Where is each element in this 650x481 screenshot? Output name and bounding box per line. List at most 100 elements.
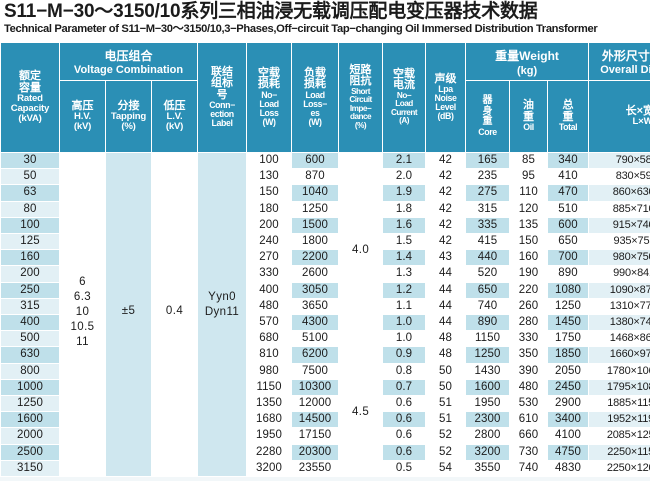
header-short-circuit-impedance-en3: Impe− [349, 103, 372, 113]
cell-overall-dimension: 1090×870×1380 [588, 281, 650, 299]
header-voltage-combination-en: Voltage Combination [73, 64, 184, 76]
transformer-parameter-table: 额定 容量 Rated Capacity (kVA) 电压组合 Voltage … [0, 42, 650, 478]
cell-no-load-current: 0.8 [382, 362, 427, 380]
cell-load-loss: 1500 [291, 216, 340, 235]
cell-noise-level: 44 [425, 265, 467, 283]
cell-weight-oil: 480 [509, 378, 549, 397]
header-weight-core-cn2: 身 [482, 105, 493, 117]
cell-load-loss: 2600 [291, 265, 340, 283]
header-rated-capacity-cn2: 容量 [19, 81, 41, 94]
cell-weight-core: 890 [465, 314, 511, 332]
cell-weight-oil: 85 [509, 151, 549, 170]
header-short-circuit-impedance-cn1: 短路 [349, 63, 372, 76]
cell-weight-total: 4750 [547, 443, 590, 461]
cell-no-load-current: 0.6 [382, 427, 427, 445]
cell-weight-oil: 390 [509, 362, 549, 380]
cell-noise-level: 42 [425, 216, 467, 235]
cell-no-load-current: 1.6 [382, 216, 427, 235]
cell-weight-oil: 150 [509, 233, 549, 251]
header-no-load-loss-en1: No− [261, 89, 277, 100]
page-title-cn: S11−M−30～3150/10系列三相油浸无载调压配电变压器技术数据 [4, 1, 538, 22]
cell-weight-total: 2900 [547, 395, 590, 413]
header-noise-level-en1: Lpa [438, 83, 453, 94]
cell-tapping-value: ±5 [105, 151, 152, 478]
header-short-circuit-impedance-cn2: 阻抗 [349, 75, 372, 88]
cell-no-load-loss: 2280 [246, 443, 293, 461]
cell-noise-level: 43 [425, 249, 467, 267]
cell-weight-core: 275 [465, 184, 511, 202]
cell-weight-oil: 220 [509, 281, 549, 299]
cell-no-load-loss: 180 [246, 200, 293, 218]
cell-load-loss: 5100 [291, 330, 340, 348]
cell-weight-core: 650 [465, 281, 511, 299]
cell-impedance-lower: 4.5 [338, 346, 384, 478]
cell-load-loss: 6200 [291, 346, 340, 364]
cell-noise-level: 50 [425, 362, 467, 380]
cell-noise-level: 54 [425, 459, 467, 478]
cell-rated-capacity: 80 [0, 200, 60, 218]
header-overall-dimension-en: Overall Dimension [600, 64, 650, 76]
header-connection-label-cn3: 号 [216, 88, 228, 101]
cell-noise-level: 51 [425, 411, 467, 429]
cell-weight-total: 1250 [547, 297, 590, 316]
connection-value: Dyn11 [204, 306, 240, 318]
header-weight-total-en: Total [558, 122, 578, 133]
header-weight-core-cn3: 重 [482, 116, 493, 128]
cell-no-load-current: 1.5 [382, 233, 427, 251]
cell-no-load-current: 0.6 [382, 411, 427, 429]
cell-load-loss: 7500 [291, 362, 340, 380]
cell-no-load-loss: 680 [246, 330, 293, 348]
cell-no-load-loss: 270 [246, 249, 293, 267]
header-weight-core: 器 身 重 Core [465, 80, 511, 153]
cell-noise-level: 48 [425, 330, 467, 348]
cell-weight-core: 235 [465, 168, 511, 186]
header-connection-label: 联结 组标 号 Conn− ection Label [197, 42, 248, 153]
cell-weight-core: 1430 [465, 362, 511, 380]
cell-load-loss: 3650 [291, 297, 340, 316]
cell-load-loss: 1800 [291, 233, 340, 251]
cell-load-loss: 870 [291, 168, 340, 186]
header-no-load-loss-cn1: 空载 [258, 66, 281, 79]
cell-rated-capacity: 100 [0, 216, 60, 235]
hv-value: 11 [76, 336, 89, 349]
header-tapping-cn: 分接 [117, 99, 140, 112]
cell-weight-core: 415 [465, 233, 511, 251]
cell-weight-total: 510 [547, 200, 590, 218]
cell-no-load-current: 0.5 [382, 459, 427, 478]
page-title-en: Technical Parameter of S11−M−30～3150/10,… [4, 23, 598, 35]
header-overall-dimension-group: 外形尺寸（mm） Overall Dimension [588, 42, 650, 81]
cell-weight-total: 600 [547, 216, 590, 235]
cell-overall-dimension: 1660×970×1410 [588, 346, 650, 364]
cell-overall-dimension: 830×596×970 [588, 168, 650, 186]
cell-no-load-current: 1.1 [382, 297, 427, 316]
header-subrow-group: 高压 H.V. (kV) 分接 Tapping (%) 低压 L.V. (kV)… [1, 80, 650, 153]
cell-no-load-current: 2.0 [382, 168, 427, 186]
cell-no-load-loss: 400 [246, 281, 293, 299]
cell-noise-level: 52 [425, 443, 467, 461]
cell-load-loss: 10300 [291, 378, 340, 397]
cell-rated-capacity: 1600 [0, 411, 60, 429]
header-overall-dimension-cn: 外形尺寸（mm） [601, 49, 650, 63]
header-voltage-combination-cn: 电压组合 [104, 49, 153, 63]
cell-no-load-current: 1.0 [382, 314, 427, 332]
cell-rated-capacity: 800 [0, 362, 60, 380]
cell-load-loss: 23550 [291, 459, 340, 478]
header-weight-unit: (kg) [516, 64, 538, 77]
cell-rated-capacity: 50 [0, 168, 60, 186]
cell-weight-total: 2450 [547, 378, 590, 397]
cell-weight-core: 740 [465, 297, 511, 316]
header-no-load-loss: 空载 损耗 No− Load Loss (W) [246, 42, 293, 153]
header-no-load-loss-en2: Load [259, 98, 279, 109]
cell-weight-core: 1950 [465, 395, 511, 413]
cell-weight-core: 3200 [465, 443, 511, 461]
cell-weight-total: 700 [547, 249, 590, 267]
cell-noise-level: 42 [425, 233, 467, 251]
